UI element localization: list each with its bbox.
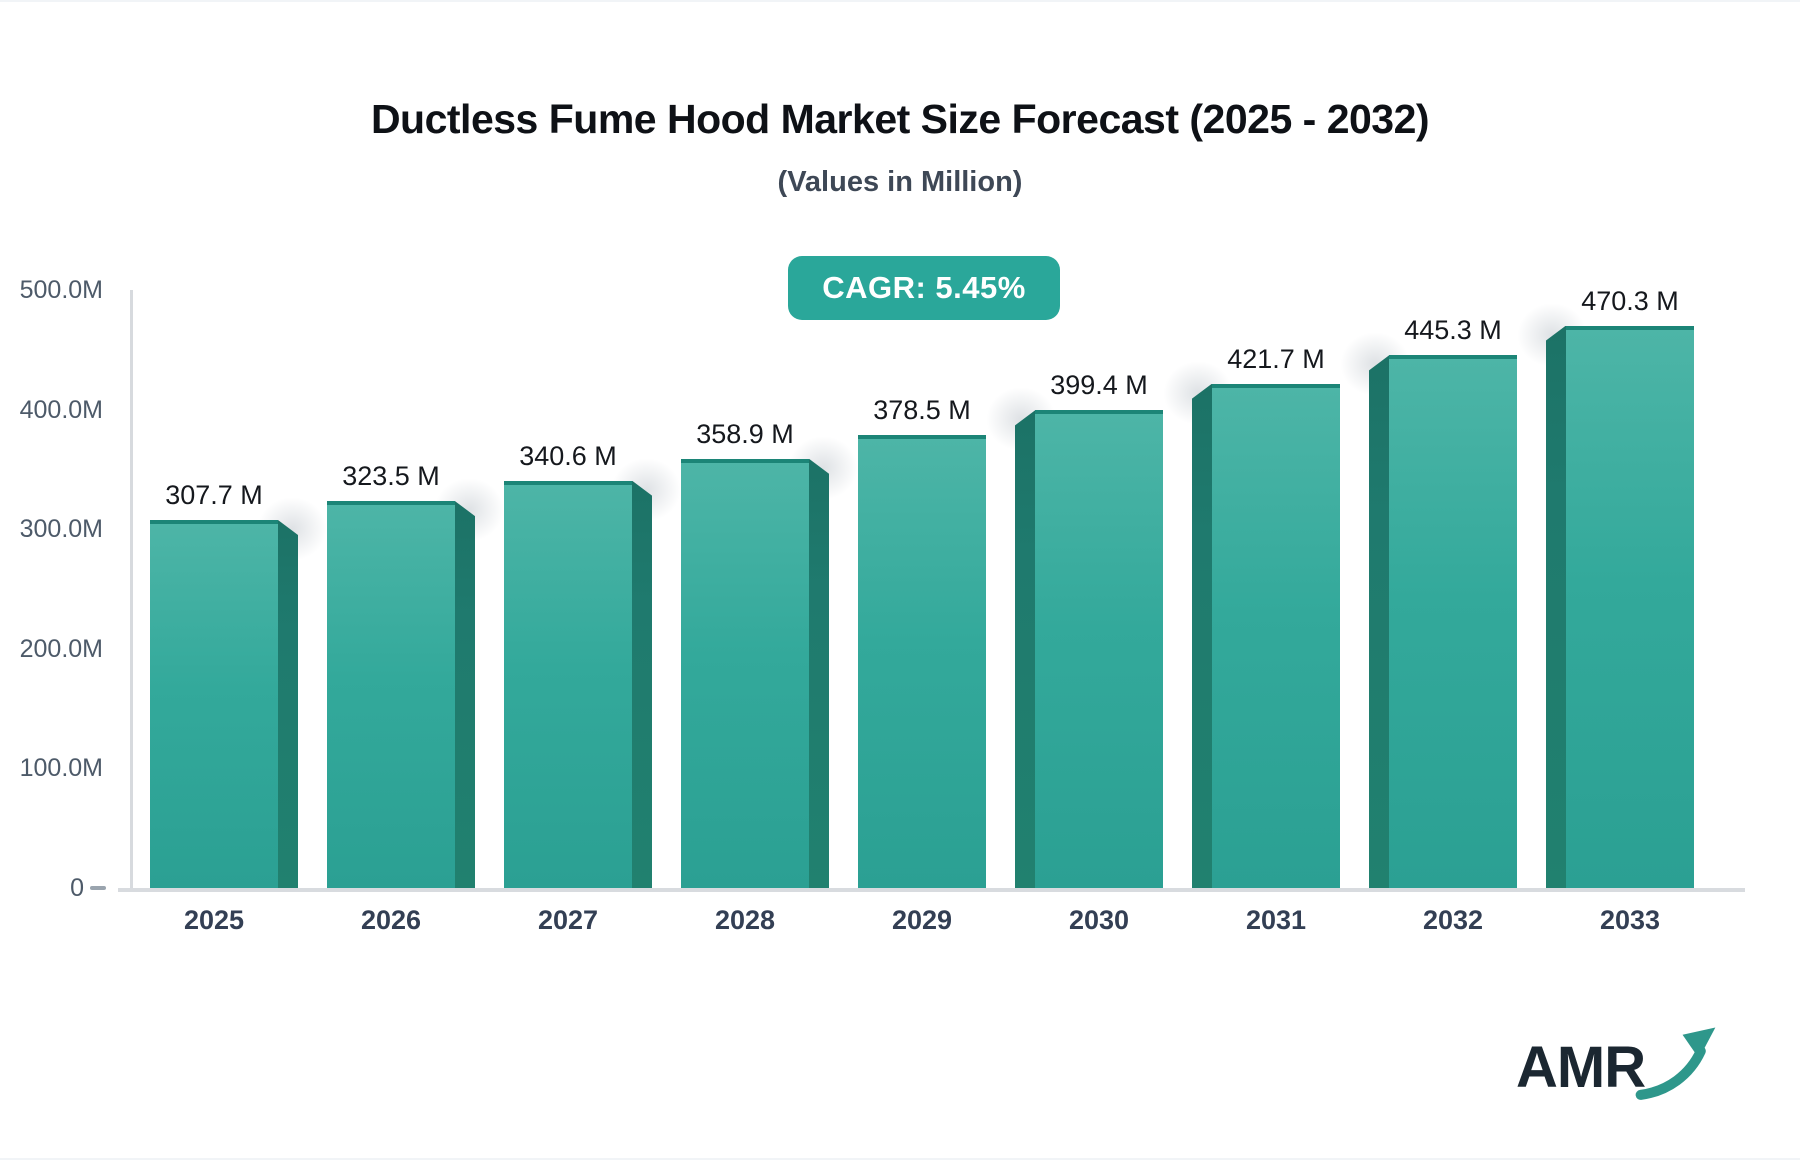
x-axis-label: 2033	[1599, 905, 1661, 935]
x-axis-baseline	[118, 888, 1745, 892]
bar-front-face	[504, 480, 632, 888]
bar-front-face	[1389, 355, 1517, 888]
bar-value-label: 323.5 M	[342, 461, 440, 492]
bar-front-face	[1566, 325, 1694, 888]
bar-value-label: 378.5 M	[873, 395, 971, 426]
x-axis-label: 2025	[183, 905, 245, 935]
bar-2028	[681, 434, 859, 888]
bar-side-face	[1015, 410, 1035, 888]
y-axis-label: 300.0M	[19, 515, 103, 544]
y-axis-label: 100.0M	[19, 754, 103, 783]
bar-front-face	[1035, 410, 1163, 888]
bar-front-face	[858, 435, 986, 888]
x-axis-label: 2028	[714, 905, 776, 935]
zero-tick-mark	[90, 886, 106, 890]
bar-2025	[150, 495, 328, 888]
bar-2032	[1339, 331, 1517, 888]
y-axis-label: 0	[70, 874, 84, 902]
bar-value-label: 307.7 M	[165, 479, 263, 510]
bar-side-face	[1369, 355, 1389, 888]
bar-value-label: 470.3 M	[1581, 285, 1679, 316]
y-axis-label: 200.0M	[19, 634, 103, 663]
y-axis-label: 500.0M	[19, 276, 103, 304]
chart-subtitle: (Values in Million)	[777, 166, 1023, 198]
bar-side-face	[1546, 325, 1566, 888]
bar-front-face	[327, 501, 455, 888]
x-axis-label: 2032	[1422, 905, 1484, 935]
bar-value-label: 358.9 M	[696, 418, 794, 449]
bar-2029	[858, 435, 986, 888]
chart-title: Ductless Fume Hood Market Size Forecast …	[370, 96, 1430, 142]
bar-side-face	[632, 480, 652, 888]
amr-logo-text: AMR	[1516, 1034, 1646, 1100]
cagr-badge: CAGR: 5.45%	[788, 256, 1060, 320]
bar-value-label: 445.3 M	[1404, 315, 1502, 346]
bar-front-face	[681, 458, 809, 888]
bar-value-label: 340.6 M	[519, 440, 617, 471]
bar-side-face	[1192, 383, 1212, 888]
amr-logo: AMR	[1516, 1026, 1721, 1109]
bar-2031	[1162, 359, 1340, 888]
bar-front-face	[1212, 383, 1340, 888]
bar-value-label: 399.4 M	[1050, 370, 1148, 401]
bar-value-label: 421.7 M	[1227, 343, 1325, 374]
x-axis-label: 2030	[1068, 905, 1130, 935]
x-axis-label: 2029	[891, 905, 953, 935]
x-axis-label: 2031	[1245, 905, 1307, 935]
bar-side-face	[809, 458, 829, 888]
bar-2026	[327, 477, 505, 888]
x-axis-label: 2027	[537, 905, 599, 935]
bar-front-face	[150, 519, 278, 888]
bar-side-face	[278, 519, 298, 888]
bar-2027	[504, 456, 682, 888]
growth-arrow-icon	[1635, 1022, 1721, 1109]
x-axis-label: 2026	[360, 905, 422, 935]
bar-side-face	[455, 501, 475, 888]
y-axis-label: 400.0M	[19, 395, 103, 424]
bar-2033	[1516, 301, 1694, 888]
y-axis-line	[130, 290, 133, 888]
bar-2030	[985, 386, 1163, 888]
